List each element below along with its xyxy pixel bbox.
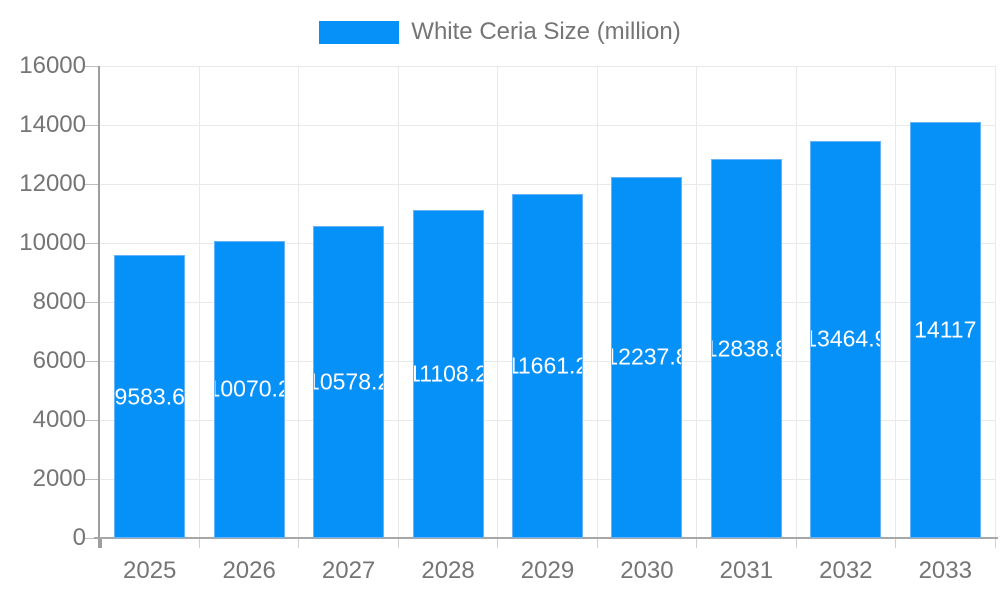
x-tick-label: 2033 bbox=[918, 557, 972, 584]
y-tick-mark bbox=[84, 242, 100, 244]
x-gridline bbox=[298, 66, 300, 538]
bar-value-label: 10578.2 bbox=[314, 368, 383, 395]
x-tick-label: 2032 bbox=[819, 557, 873, 584]
x-tick-label: 2028 bbox=[421, 557, 475, 584]
x-tick-mark bbox=[596, 538, 598, 548]
bar[interactable]: 12237.8 bbox=[611, 176, 683, 538]
legend-item[interactable]: White Ceria Size (million) bbox=[0, 18, 1000, 46]
y-tick-mark bbox=[84, 478, 100, 480]
y-tick-label: 4000 bbox=[32, 406, 86, 433]
x-gridline bbox=[696, 66, 698, 538]
bar-value-label: 12237.8 bbox=[612, 343, 681, 370]
x-tick-mark bbox=[198, 538, 200, 548]
x-tick-label: 2025 bbox=[123, 557, 177, 584]
y-tick-mark bbox=[84, 65, 100, 67]
x-gridline bbox=[895, 66, 897, 538]
x-tick-mark bbox=[795, 538, 797, 548]
x-tick-mark bbox=[895, 538, 897, 548]
bar[interactable]: 11108.2 bbox=[412, 210, 484, 538]
x-axis-line bbox=[94, 537, 998, 539]
bar[interactable]: 10070.2 bbox=[213, 240, 285, 538]
x-tick-label: 2027 bbox=[321, 557, 376, 584]
x-gridline bbox=[397, 66, 399, 538]
y-tick-mark bbox=[84, 124, 100, 126]
bar-value-label: 11661.2 bbox=[513, 352, 582, 379]
y-gridline bbox=[100, 183, 995, 185]
bar[interactable]: 13464.9 bbox=[810, 140, 882, 538]
y-tick-mark bbox=[84, 301, 100, 303]
y-gridline bbox=[100, 124, 995, 126]
x-tick-label: 2031 bbox=[719, 557, 774, 584]
x-gridline bbox=[198, 66, 200, 538]
x-tick-label: 2026 bbox=[222, 557, 276, 584]
y-tick-mark bbox=[84, 183, 100, 185]
y-tick-label: 16000 bbox=[19, 52, 86, 79]
bar[interactable]: 12838.8 bbox=[710, 159, 782, 538]
x-tick-mark bbox=[994, 538, 996, 548]
bar-value-label: 12838.8 bbox=[712, 335, 781, 362]
y-tick-label: 6000 bbox=[32, 347, 86, 374]
bar[interactable]: 14117 bbox=[909, 121, 981, 538]
bar[interactable]: 10578.2 bbox=[313, 225, 385, 538]
y-tick-label: 14000 bbox=[19, 111, 86, 138]
bar-value-label: 11108.2 bbox=[414, 360, 484, 387]
bar-value-label: 10070.2 bbox=[215, 375, 284, 402]
y-tick-mark bbox=[84, 360, 100, 362]
legend-swatch bbox=[319, 20, 400, 44]
x-tick-label: 2030 bbox=[620, 557, 674, 584]
bar-value-label: 14117 bbox=[914, 316, 977, 343]
x-gridline bbox=[994, 66, 996, 538]
y-gridline bbox=[100, 65, 995, 67]
x-tick-label: 2029 bbox=[520, 557, 575, 584]
x-gridline bbox=[795, 66, 797, 538]
bar-value-label: 9583.6 bbox=[114, 383, 185, 410]
x-tick-mark bbox=[497, 538, 499, 548]
y-tick-label: 8000 bbox=[32, 288, 86, 315]
y-tick-label: 0 bbox=[72, 524, 86, 551]
x-tick-mark bbox=[99, 538, 102, 548]
y-tick-mark bbox=[84, 419, 100, 421]
x-tick-mark bbox=[397, 538, 399, 548]
y-tick-label: 10000 bbox=[19, 229, 86, 256]
x-tick-mark bbox=[298, 538, 300, 548]
x-gridline bbox=[596, 66, 598, 538]
bar[interactable]: 11661.2 bbox=[512, 193, 583, 538]
y-axis-line bbox=[98, 66, 100, 548]
x-tick-mark bbox=[696, 538, 698, 548]
bar[interactable]: 9583.6 bbox=[114, 255, 186, 538]
y-tick-mark bbox=[84, 537, 100, 539]
y-tick-label: 12000 bbox=[19, 170, 86, 197]
x-gridline bbox=[497, 66, 499, 538]
bar-value-label: 13464.9 bbox=[811, 325, 880, 352]
legend-label: White Ceria Size (million) bbox=[411, 18, 681, 45]
y-tick-label: 2000 bbox=[32, 465, 86, 492]
